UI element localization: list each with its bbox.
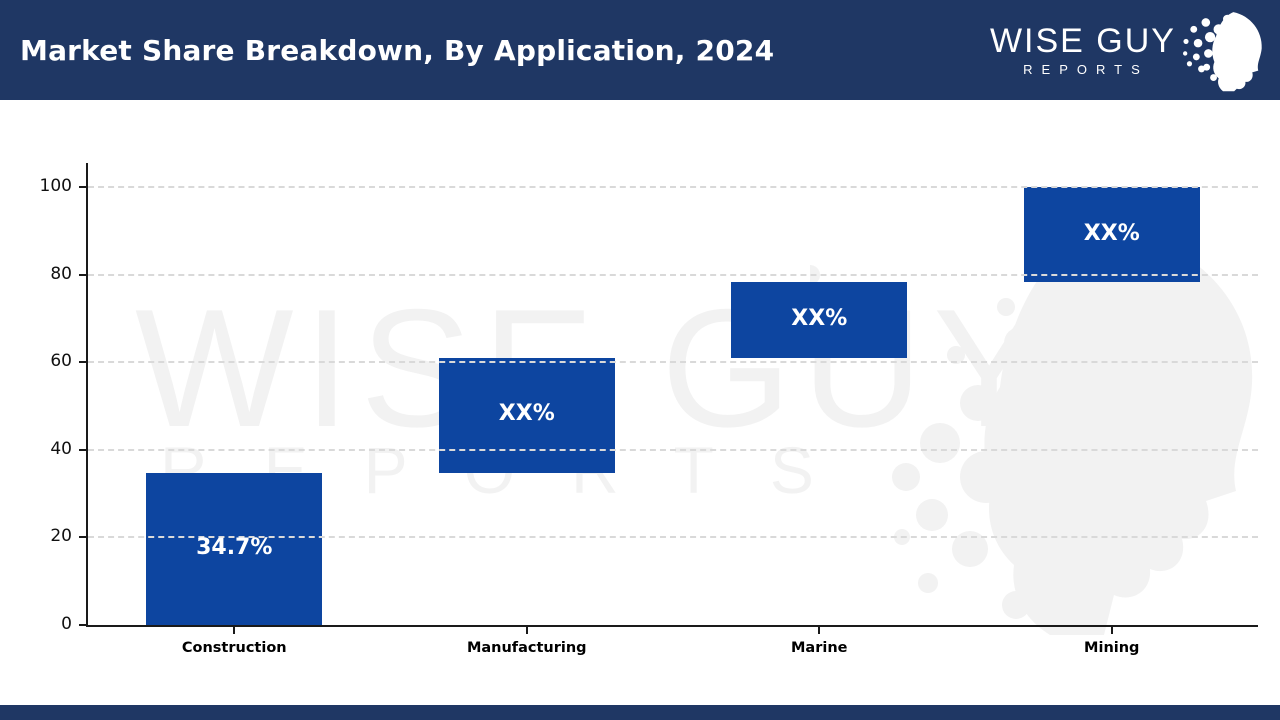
x-tick-marine: [818, 627, 821, 634]
header-bar: Market Share Breakdown, By Application, …: [0, 0, 1280, 100]
y-tick-label-40: 40: [50, 438, 72, 459]
x-tick-mining: [1110, 627, 1113, 634]
y-tick-100: [79, 185, 87, 188]
y-tick-label-60: 60: [50, 351, 72, 372]
bar-value-label: XX%: [791, 306, 848, 332]
gridline-100: [88, 185, 1258, 188]
y-tick-80: [79, 273, 87, 276]
gridline-60: [88, 361, 1258, 364]
watermark-face-icon: [810, 233, 1253, 635]
footer-bar: [0, 705, 1280, 720]
y-axis-line: [86, 163, 88, 627]
bar-value-label: XX%: [498, 401, 555, 427]
gridline-20: [88, 536, 1258, 539]
logo-wordmark: WISE GUY: [989, 22, 1176, 60]
y-tick-40: [79, 448, 87, 451]
y-tick-label-20: 20: [50, 526, 72, 547]
x-axis-line: [86, 625, 1258, 627]
bar-construction: [146, 472, 323, 625]
y-tick-0: [79, 624, 87, 626]
logo-subtext: REPORTS: [1023, 62, 1149, 77]
bar-mining: [1023, 186, 1200, 283]
y-tick-label-80: 80: [50, 263, 72, 284]
bar-value-label: 34.7%: [196, 534, 273, 560]
category-label-construction: Construction: [181, 640, 287, 656]
bar-marine: [731, 282, 908, 358]
x-tick-manufacturing: [525, 627, 528, 634]
y-tick-60: [79, 361, 87, 364]
wiseguy-logo: WISE GUY REPORTS: [990, 6, 1266, 94]
category-label-manufacturing: Manufacturing: [466, 640, 587, 656]
page-title: Market Share Breakdown, By Application, …: [20, 33, 775, 67]
y-tick-label-100: 100: [39, 175, 72, 196]
y-tick-20: [79, 536, 87, 539]
category-label-marine: Marine: [791, 640, 848, 656]
bar-value-label: XX%: [1083, 220, 1140, 246]
gridline-40: [88, 448, 1258, 451]
logo-face-icon: [1183, 12, 1262, 92]
gridline-80: [88, 273, 1258, 276]
y-tick-label-0: 0: [61, 614, 72, 634]
category-label-mining: Mining: [1084, 640, 1140, 656]
bar-manufacturing: [438, 357, 615, 473]
x-tick-construction: [233, 627, 236, 634]
